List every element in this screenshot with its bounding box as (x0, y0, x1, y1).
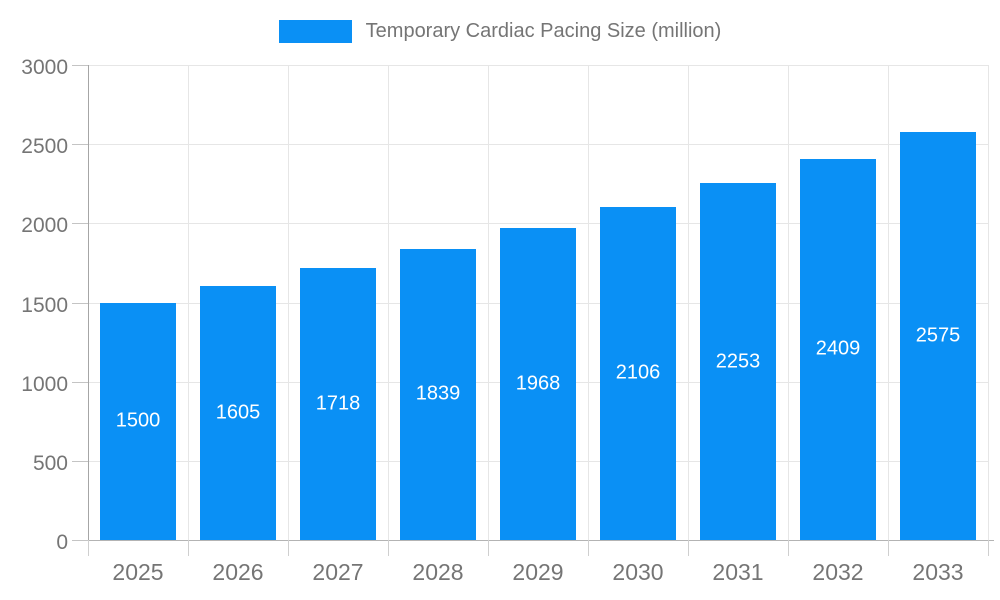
x-gridline (388, 65, 389, 540)
x-gridline (288, 65, 289, 540)
y-axis-tick (72, 540, 88, 541)
x-axis-line (88, 540, 994, 541)
x-axis-label: 2030 (612, 559, 664, 585)
x-axis-tick (788, 540, 789, 556)
x-axis-tick (88, 540, 89, 556)
y-axis-label: 2000 (21, 214, 68, 238)
y-gridline (88, 144, 988, 146)
x-axis-tick (588, 540, 589, 556)
y-axis-label: 2500 (21, 135, 68, 159)
y-axis-tick (72, 65, 88, 66)
y-axis-tick (72, 381, 88, 383)
x-axis-label: 2029 (512, 559, 564, 585)
y-axis-tick (72, 223, 88, 225)
legend-swatch (278, 20, 352, 43)
x-axis-tick (888, 540, 889, 556)
bar-2032[interactable]: 2409 (800, 158, 876, 540)
y-axis-label: 1000 (21, 372, 68, 396)
bar-2030[interactable]: 2106 (600, 206, 676, 540)
y-axis-line (88, 65, 89, 540)
bar-value-label: 1718 (315, 392, 361, 415)
bar-2026[interactable]: 1605 (200, 285, 276, 540)
y-gridline (88, 223, 988, 225)
x-axis-tick (688, 540, 689, 556)
y-axis-tick (72, 302, 88, 304)
bar-2029[interactable]: 1968 (500, 228, 576, 540)
y-axis-tick (72, 144, 88, 146)
x-gridline (688, 65, 689, 540)
bar-value-label: 2409 (815, 337, 861, 360)
x-gridline (488, 65, 489, 540)
x-axis-label: 2031 (712, 559, 764, 585)
bar-value-label: 1968 (515, 372, 561, 395)
y-gridline (88, 65, 988, 66)
x-axis-tick (388, 540, 389, 556)
x-axis-label: 2032 (812, 559, 864, 585)
bar-2033[interactable]: 2575 (900, 132, 976, 540)
bar-value-label: 2253 (715, 350, 761, 373)
bar-value-label: 1839 (415, 382, 461, 405)
bar-2025[interactable]: 1500 (100, 302, 176, 540)
bar-2028[interactable]: 1839 (400, 248, 476, 540)
y-axis-label: 1500 (21, 293, 68, 317)
bar-value-label: 1500 (115, 409, 161, 432)
bar-value-label: 1605 (215, 401, 261, 424)
x-axis-label: 2025 (112, 559, 164, 585)
x-axis-tick (488, 540, 489, 556)
bar-2027[interactable]: 1718 (300, 267, 376, 540)
x-gridline (888, 65, 889, 540)
x-axis-label: 2033 (912, 559, 964, 585)
x-axis-tick (988, 540, 989, 556)
x-axis-tick (188, 540, 189, 556)
y-axis-label: 500 (32, 451, 68, 475)
x-axis-label: 2026 (212, 559, 264, 585)
chart-legend[interactable]: Temporary Cardiac Pacing Size (million) (0, 20, 1000, 43)
x-axis-label: 2027 (312, 559, 364, 585)
bar-2031[interactable]: 2253 (700, 183, 776, 540)
x-axis-label: 2028 (412, 559, 464, 585)
x-axis-tick (288, 540, 289, 556)
bar-value-label: 2575 (915, 324, 961, 347)
y-axis-label: 0 (56, 531, 68, 554)
x-gridline (188, 65, 189, 540)
legend-label: Temporary Cardiac Pacing Size (million) (365, 20, 722, 42)
x-gridline (788, 65, 789, 540)
y-axis-tick (72, 460, 88, 462)
x-gridline (588, 65, 589, 540)
x-gridline (988, 65, 989, 540)
y-axis-label: 3000 (21, 56, 68, 79)
bar-value-label: 2106 (615, 361, 661, 384)
